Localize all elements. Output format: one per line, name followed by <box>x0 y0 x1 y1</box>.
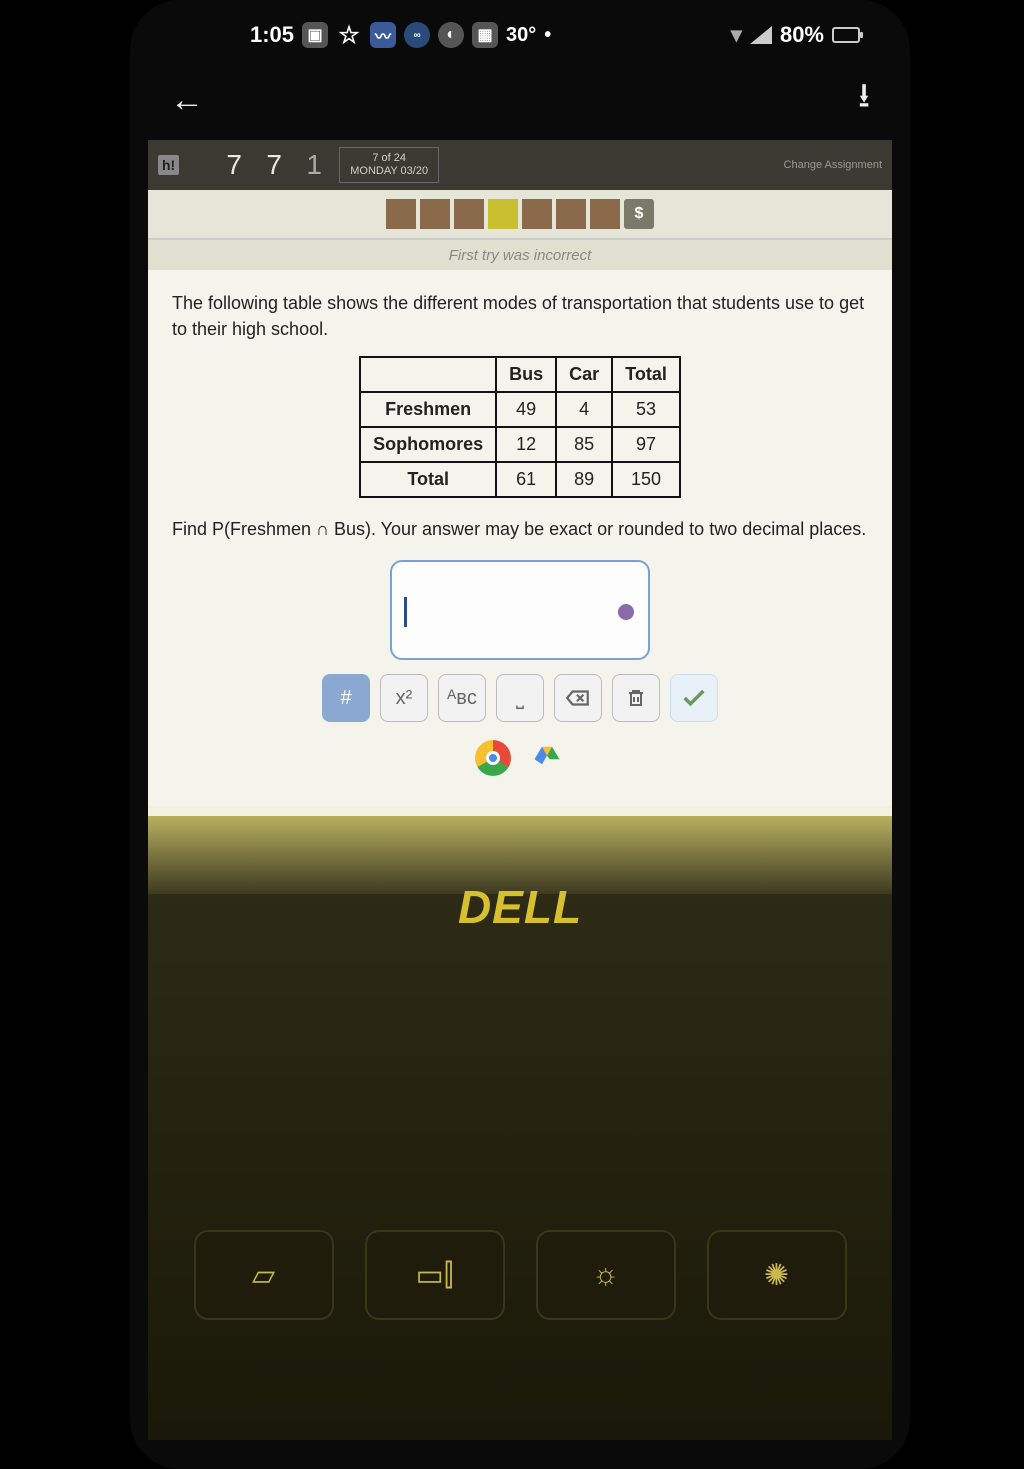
row-label: Total <box>360 462 496 497</box>
stat-3-number: 1 <box>299 149 329 181</box>
keyboard-key: ☼ <box>536 1230 676 1320</box>
problem-intro: The following table shows the different … <box>172 290 868 342</box>
table-cell: 12 <box>496 427 556 462</box>
trash-key[interactable] <box>612 674 660 722</box>
wifi-icon: ▾ <box>731 22 742 48</box>
table-cell: 150 <box>612 462 680 497</box>
progress-square[interactable] <box>590 199 620 229</box>
progress-square[interactable] <box>522 199 552 229</box>
date-selector[interactable]: 7 of 24 MONDAY 03/20 <box>339 147 439 183</box>
row-label: Freshmen <box>360 392 496 427</box>
progress-end-label: $ <box>624 199 654 229</box>
row-label: Sophomores <box>360 427 496 462</box>
download-icon[interactable]: ⭳ <box>838 72 890 129</box>
progress-square[interactable] <box>420 199 450 229</box>
table-header <box>360 357 496 392</box>
table-cell: 61 <box>496 462 556 497</box>
submit-key[interactable] <box>670 674 718 722</box>
app-icon-4: ▦ <box>472 22 498 48</box>
problem-question: Find P(Freshmen ∩ Bus). Your answer may … <box>172 516 868 542</box>
app-icon-2: ∞ <box>404 22 430 48</box>
keyboard-key: ✺ <box>707 1230 847 1320</box>
question-counter: 7 of 24 <box>350 152 428 165</box>
battery-pct: 80% <box>780 22 824 48</box>
photo-content: h! 7 7 1 7 of 24 MONDAY 03/20 Change Ass… <box>148 140 892 1440</box>
table-cell: 4 <box>556 392 612 427</box>
temperature: 30° <box>506 24 536 47</box>
table-row: Freshmen 49 4 53 <box>360 392 680 427</box>
table-cell: 97 <box>612 427 680 462</box>
text-cursor <box>404 597 407 627</box>
progress-square[interactable] <box>556 199 586 229</box>
feedback-message: First try was incorrect <box>148 240 892 270</box>
problem-area: The following table shows the different … <box>148 270 892 806</box>
status-bar: 1:05 ▣ ☆ 〰 ∞ ◐ ▦ 30° • ▾ 80% <box>140 15 900 55</box>
table-cell: 53 <box>612 392 680 427</box>
progress-square[interactable] <box>454 199 484 229</box>
drive-icon[interactable] <box>529 740 565 776</box>
star-icon: ☆ <box>336 22 362 48</box>
progress-square[interactable] <box>386 199 416 229</box>
exponent-key[interactable]: x² <box>380 674 428 722</box>
app-icon-3: ◐ <box>438 22 464 48</box>
data-table: Bus Car Total Freshmen 49 4 53 Sophomore… <box>359 356 681 498</box>
table-cell: 49 <box>496 392 556 427</box>
messenger-icon: 〰 <box>370 22 396 48</box>
signal-icon <box>750 26 772 44</box>
table-header-row: Bus Car Total <box>360 357 680 392</box>
hash-key[interactable]: # <box>322 674 370 722</box>
table-row: Total 61 89 150 <box>360 462 680 497</box>
back-arrow-icon[interactable]: ← <box>150 81 224 120</box>
abc-key[interactable]: ᴬʙᴄ <box>438 674 486 722</box>
stat-2-number: 7 <box>259 149 289 181</box>
stat-1-number: 7 <box>219 149 249 181</box>
app-icon-1: ▣ <box>302 22 328 48</box>
progress-indicator: $ <box>148 190 892 240</box>
laptop-brand-logo: DELL <box>148 880 892 934</box>
table-header: Bus <box>496 357 556 392</box>
table-row: Sophomores 12 85 97 <box>360 427 680 462</box>
dot-separator: • <box>544 24 551 47</box>
progress-square-current[interactable] <box>488 199 518 229</box>
date-label: MONDAY 03/20 <box>350 165 428 178</box>
table-header: Car <box>556 357 612 392</box>
os-taskbar-icons <box>172 740 868 776</box>
change-assignment-link[interactable]: Change Assignment <box>784 159 882 171</box>
app-nav-bar: ← ⭳ <box>150 70 890 130</box>
homework-header: h! 7 7 1 7 of 24 MONDAY 03/20 Change Ass… <box>148 140 892 190</box>
laptop-keyboard-row: ▱ ▭⫿ ☼ ✺ <box>148 1230 892 1320</box>
backspace-key[interactable] <box>554 674 602 722</box>
clock-time: 1:05 <box>250 22 294 48</box>
answer-input[interactable] <box>390 560 650 660</box>
battery-icon <box>832 27 860 43</box>
keyboard-key: ▭⫿ <box>365 1230 505 1320</box>
table-cell: 89 <box>556 462 612 497</box>
math-keypad: # x² ᴬʙᴄ ⎵ <box>172 674 868 722</box>
chrome-icon[interactable] <box>475 740 511 776</box>
space-key[interactable]: ⎵ <box>496 674 544 722</box>
table-header: Total <box>612 357 680 392</box>
table-cell: 85 <box>556 427 612 462</box>
alert-badge: h! <box>158 155 179 175</box>
brand-text: DELL <box>458 881 582 933</box>
input-handle-icon[interactable] <box>618 604 634 620</box>
keyboard-key: ▱ <box>194 1230 334 1320</box>
